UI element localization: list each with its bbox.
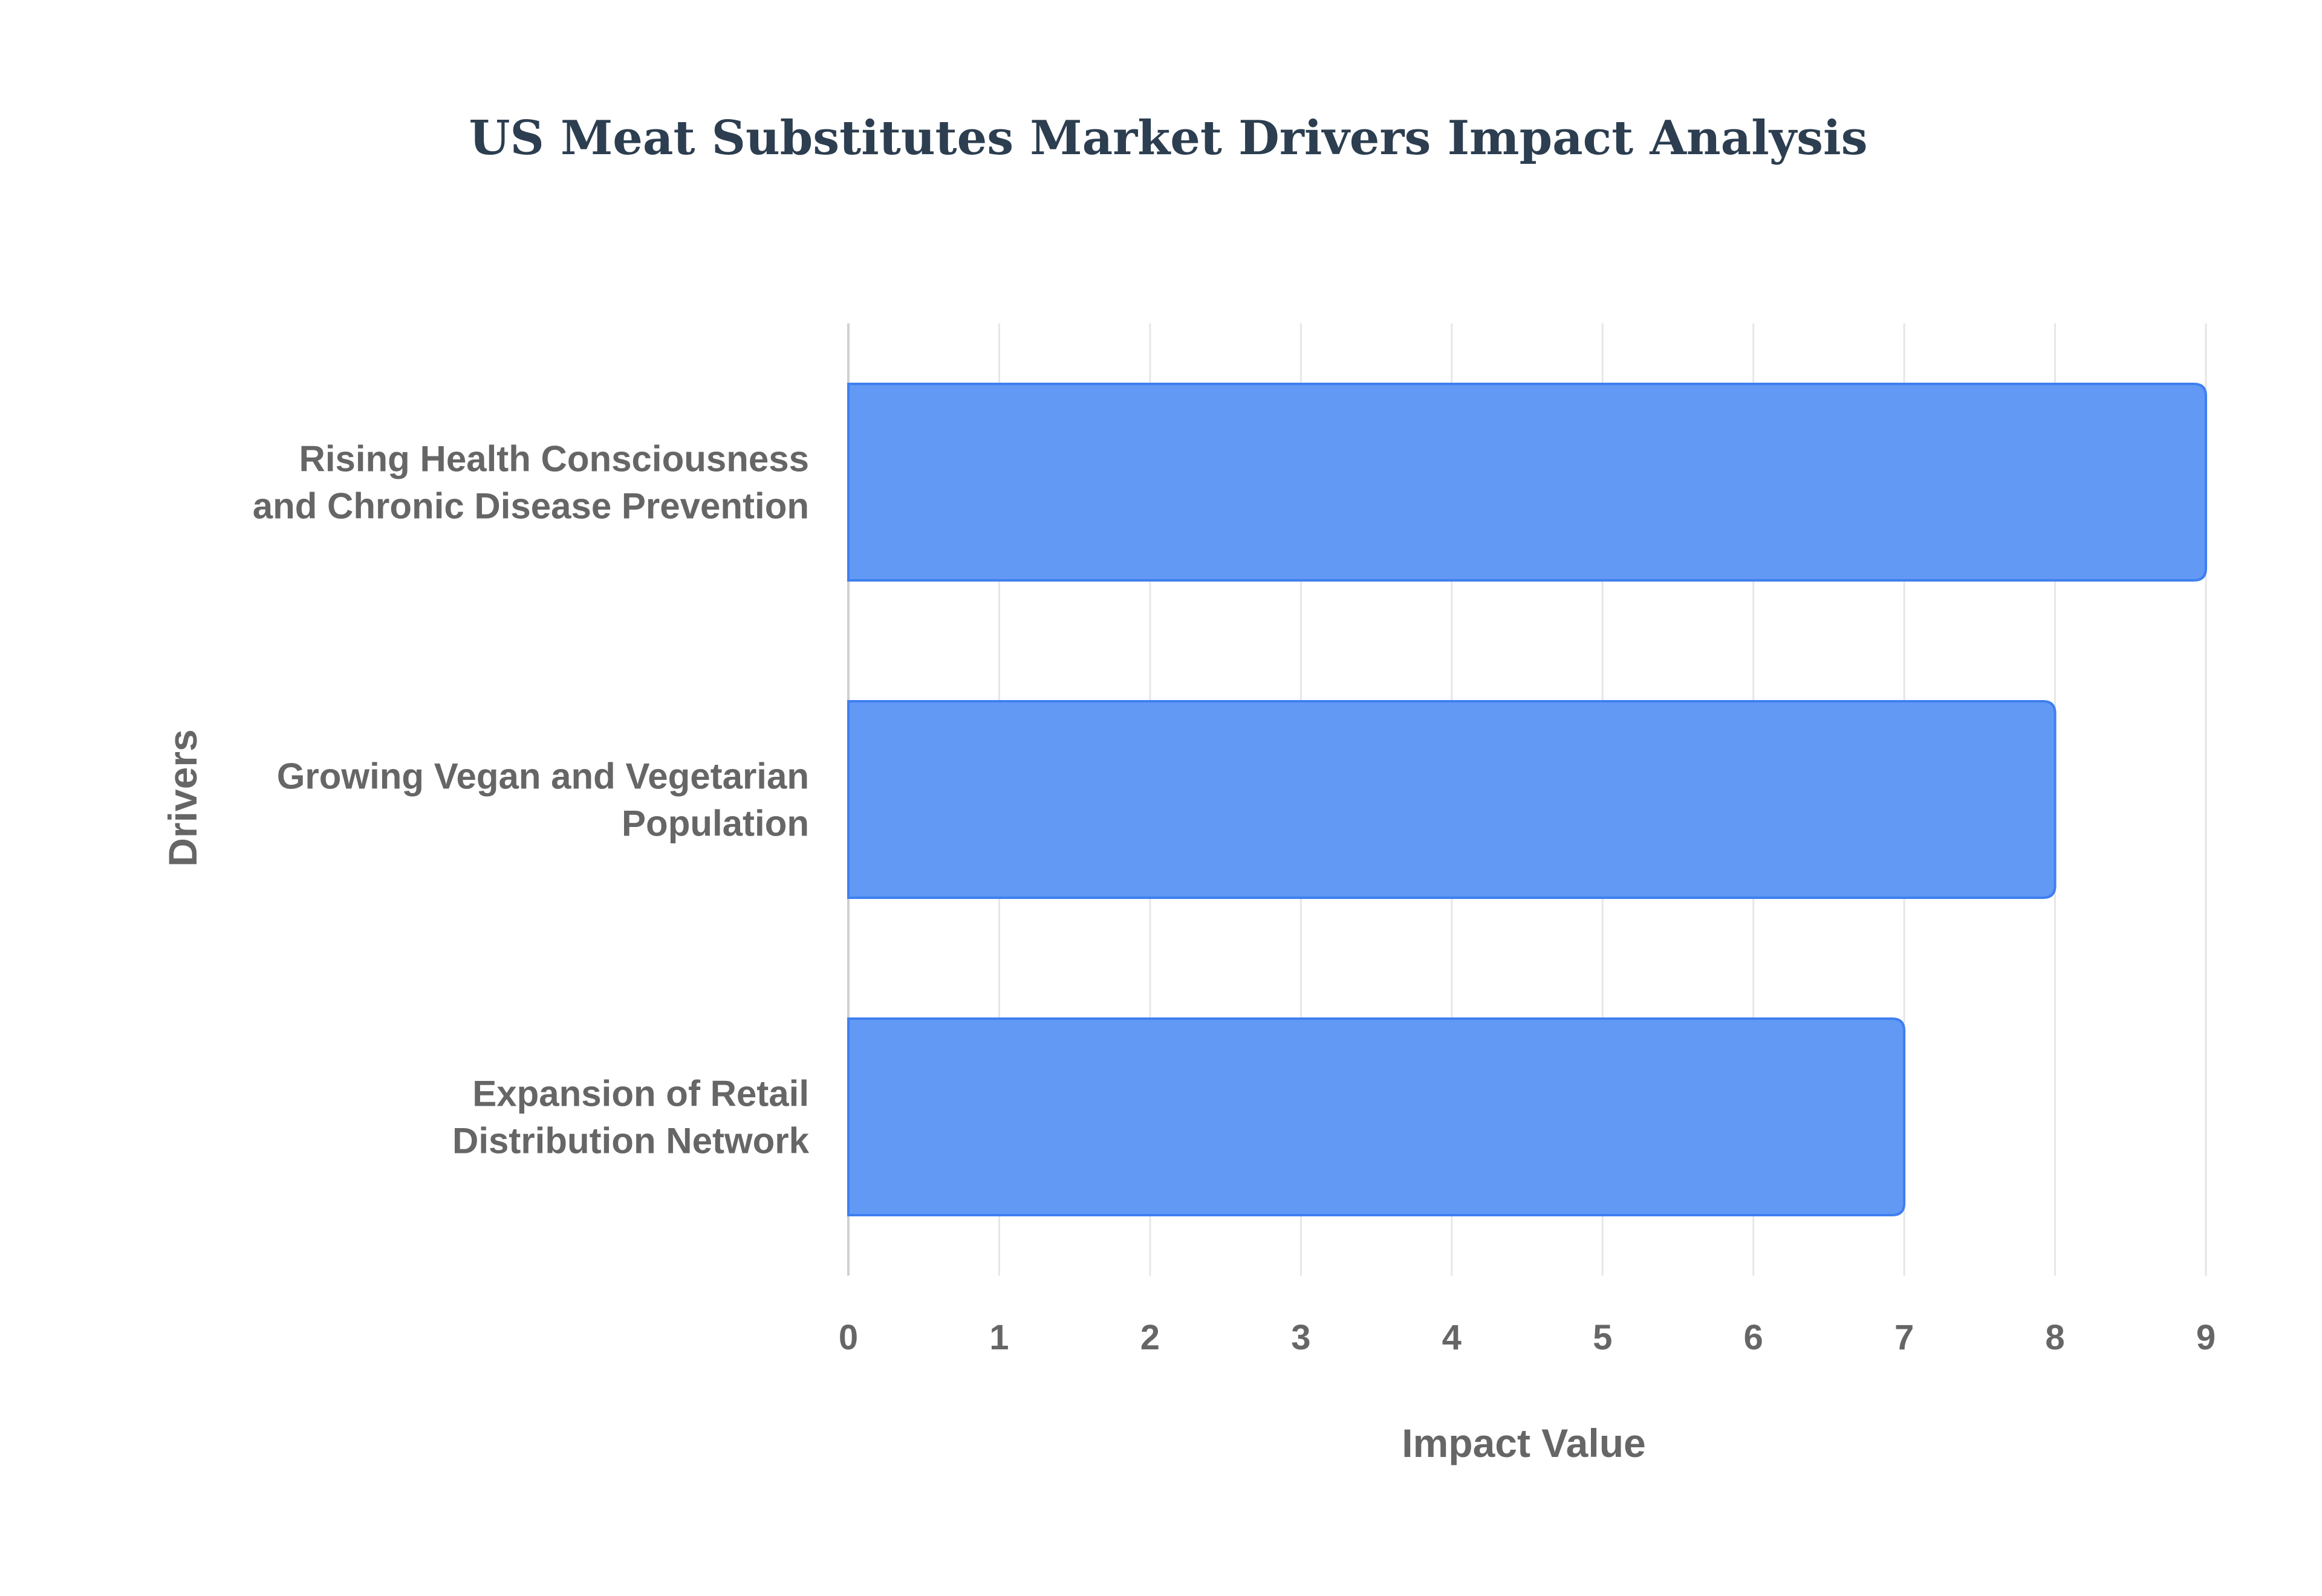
x-tick-labels: 0 1 2 3 4 5 6 7 8 9 bbox=[839, 1318, 2216, 1357]
x-tick-label: 1 bbox=[989, 1318, 1009, 1357]
x-tick-label: 8 bbox=[2045, 1318, 2064, 1357]
category-labels: Rising Health Consciousness and Chronic D… bbox=[253, 439, 810, 1161]
category-label: and Chronic Disease Prevention bbox=[253, 486, 809, 527]
bar bbox=[847, 1017, 1906, 1216]
x-tick-label: 9 bbox=[2196, 1318, 2216, 1357]
category-label: Rising Health Consciousness bbox=[299, 439, 809, 479]
category-label: Expansion of Retail bbox=[472, 1074, 809, 1114]
x-tick-label: 2 bbox=[1140, 1318, 1160, 1357]
bar bbox=[847, 383, 2207, 582]
x-tick-label: 4 bbox=[1442, 1318, 1462, 1357]
chart-title: US Meat Substitutes Market Drivers Impac… bbox=[469, 111, 1867, 166]
category-label: Growing Vegan and Vegetarian bbox=[277, 756, 809, 797]
x-tick-label: 7 bbox=[1894, 1318, 1914, 1357]
category-label: Distribution Network bbox=[452, 1121, 810, 1161]
y-axis-title: Drivers bbox=[160, 729, 205, 867]
x-axis-title: Impact Value bbox=[1402, 1421, 1646, 1465]
bar bbox=[847, 700, 2057, 899]
x-tick-label: 5 bbox=[1593, 1318, 1612, 1357]
bars bbox=[847, 383, 2207, 1216]
x-tick-label: 0 bbox=[839, 1318, 858, 1357]
category-label: Population bbox=[622, 803, 809, 844]
x-tick-label: 3 bbox=[1291, 1318, 1310, 1357]
x-tick-label: 6 bbox=[1744, 1318, 1763, 1357]
